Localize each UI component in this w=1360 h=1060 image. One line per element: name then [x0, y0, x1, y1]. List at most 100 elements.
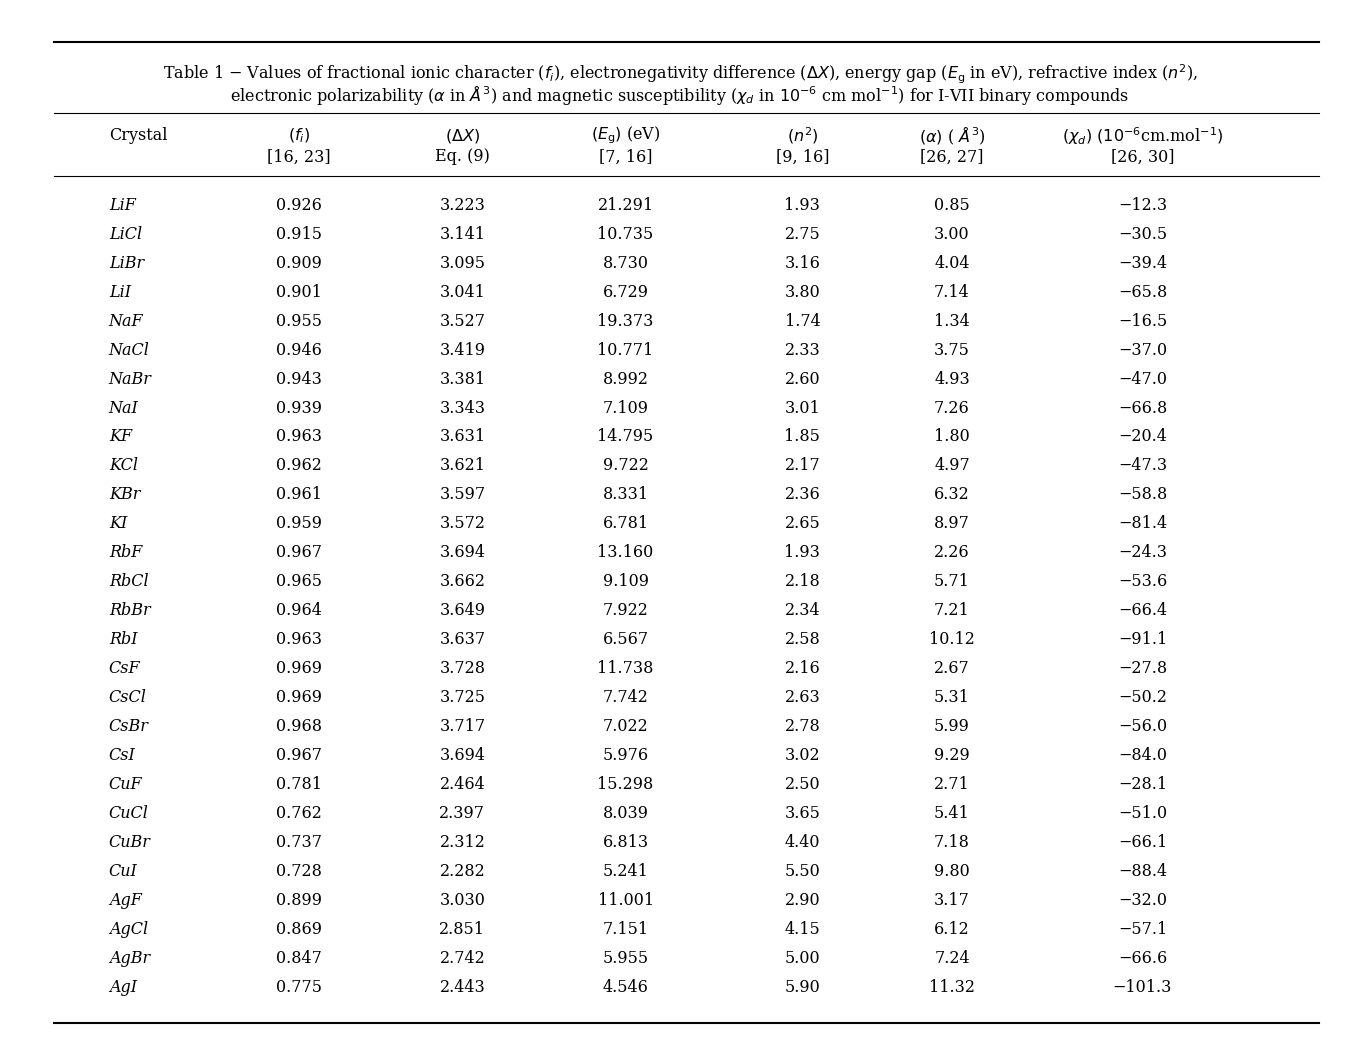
Text: NaI: NaI [109, 400, 139, 417]
Text: electronic polarizability ($\alpha$ in $\AA^3$) and magnetic susceptibility ($\c: electronic polarizability ($\alpha$ in $… [230, 84, 1130, 107]
Text: 4.93: 4.93 [934, 371, 970, 388]
Text: −91.1: −91.1 [1118, 631, 1167, 649]
Text: 0.943: 0.943 [276, 371, 322, 388]
Text: −24.3: −24.3 [1118, 544, 1167, 562]
Text: 9.80: 9.80 [934, 863, 970, 880]
Text: 0.961: 0.961 [276, 487, 322, 504]
Text: 5.99: 5.99 [934, 718, 970, 735]
Text: Table 1 $-$ Values of fractional ionic character ($f_i$), electronegativity diff: Table 1 $-$ Values of fractional ionic c… [163, 63, 1197, 86]
Text: 11.738: 11.738 [597, 660, 654, 677]
Text: 3.728: 3.728 [439, 660, 486, 677]
Text: 1.34: 1.34 [934, 313, 970, 330]
Text: 4.97: 4.97 [934, 458, 970, 475]
Text: 7.24: 7.24 [934, 950, 970, 967]
Text: 19.373: 19.373 [597, 313, 654, 330]
Text: 3.572: 3.572 [439, 515, 486, 532]
Text: −28.1: −28.1 [1118, 776, 1167, 793]
Text: NaCl: NaCl [109, 341, 150, 358]
Text: −57.1: −57.1 [1118, 921, 1167, 938]
Text: 3.00: 3.00 [934, 226, 970, 243]
Text: 1.93: 1.93 [785, 544, 820, 562]
Text: −39.4: −39.4 [1118, 254, 1167, 271]
Text: 0.965: 0.965 [276, 573, 322, 590]
Text: $(E_\mathrm{g})$ (eV): $(E_\mathrm{g})$ (eV) [590, 125, 661, 146]
Text: RbI: RbI [109, 631, 137, 649]
Text: NaBr: NaBr [109, 371, 152, 388]
Text: $(\alpha)$ ( $\AA^3$): $(\alpha)$ ( $\AA^3$) [918, 125, 986, 146]
Text: 0.963: 0.963 [276, 428, 322, 445]
Text: 0.959: 0.959 [276, 515, 322, 532]
Text: 2.464: 2.464 [439, 776, 486, 793]
Text: 0.939: 0.939 [276, 400, 322, 417]
Text: 3.141: 3.141 [439, 226, 486, 243]
Text: CsI: CsI [109, 747, 136, 764]
Text: 0.909: 0.909 [276, 254, 322, 271]
Text: KCl: KCl [109, 458, 137, 475]
Text: 2.63: 2.63 [785, 689, 820, 706]
Text: 2.78: 2.78 [785, 718, 820, 735]
Text: 1.80: 1.80 [934, 428, 970, 445]
Text: 5.90: 5.90 [785, 978, 820, 995]
Text: 3.095: 3.095 [439, 254, 486, 271]
Text: 1.74: 1.74 [785, 313, 820, 330]
Text: 2.17: 2.17 [785, 458, 820, 475]
Text: RbBr: RbBr [109, 602, 151, 619]
Text: KI: KI [109, 515, 128, 532]
Text: CsCl: CsCl [109, 689, 147, 706]
Text: $(n^2)$: $(n^2)$ [786, 125, 819, 146]
Text: 10.771: 10.771 [597, 341, 654, 358]
Text: CuF: CuF [109, 776, 143, 793]
Text: 0.967: 0.967 [276, 544, 322, 562]
Text: 3.649: 3.649 [439, 602, 486, 619]
Text: 3.223: 3.223 [439, 197, 486, 214]
Text: −50.2: −50.2 [1118, 689, 1167, 706]
Text: RbCl: RbCl [109, 573, 148, 590]
Text: −51.0: −51.0 [1118, 805, 1167, 822]
Text: 6.32: 6.32 [934, 487, 970, 504]
Text: CuBr: CuBr [109, 834, 151, 851]
Text: 1.93: 1.93 [785, 197, 820, 214]
Text: −66.1: −66.1 [1118, 834, 1167, 851]
Text: 0.963: 0.963 [276, 631, 322, 649]
Text: Eq. (9): Eq. (9) [435, 148, 490, 165]
Text: 2.65: 2.65 [785, 515, 820, 532]
Text: −65.8: −65.8 [1118, 284, 1167, 301]
Text: 5.41: 5.41 [934, 805, 970, 822]
Text: 3.041: 3.041 [439, 284, 486, 301]
Text: 2.71: 2.71 [934, 776, 970, 793]
Text: 0.962: 0.962 [276, 458, 322, 475]
Text: −16.5: −16.5 [1118, 313, 1167, 330]
Text: 10.12: 10.12 [929, 631, 975, 649]
Text: $(\Delta X)$: $(\Delta X)$ [445, 127, 480, 144]
Text: 3.343: 3.343 [439, 400, 486, 417]
Text: −20.4: −20.4 [1118, 428, 1167, 445]
Text: LiBr: LiBr [109, 254, 144, 271]
Text: 0.847: 0.847 [276, 950, 322, 967]
Text: −101.3: −101.3 [1112, 978, 1172, 995]
Text: [26, 27]: [26, 27] [921, 148, 983, 165]
Text: 5.955: 5.955 [602, 950, 649, 967]
Text: CsF: CsF [109, 660, 140, 677]
Text: 3.75: 3.75 [934, 341, 970, 358]
Text: 3.419: 3.419 [439, 341, 486, 358]
Text: KBr: KBr [109, 487, 140, 504]
Text: 7.18: 7.18 [934, 834, 970, 851]
Text: 6.729: 6.729 [602, 284, 649, 301]
Text: CuCl: CuCl [109, 805, 148, 822]
Text: 5.241: 5.241 [602, 863, 649, 880]
Text: 3.717: 3.717 [439, 718, 486, 735]
Text: 10.735: 10.735 [597, 226, 654, 243]
Text: −47.3: −47.3 [1118, 458, 1167, 475]
Text: 4.15: 4.15 [785, 921, 820, 938]
Text: 2.75: 2.75 [785, 226, 820, 243]
Text: CsBr: CsBr [109, 718, 148, 735]
Text: AgCl: AgCl [109, 921, 148, 938]
Text: 9.109: 9.109 [602, 573, 649, 590]
Text: 2.33: 2.33 [785, 341, 820, 358]
Text: 4.40: 4.40 [785, 834, 820, 851]
Text: LiI: LiI [109, 284, 131, 301]
Text: 2.851: 2.851 [439, 921, 486, 938]
Text: 4.04: 4.04 [934, 254, 970, 271]
Text: 2.60: 2.60 [785, 371, 820, 388]
Text: 2.67: 2.67 [934, 660, 970, 677]
